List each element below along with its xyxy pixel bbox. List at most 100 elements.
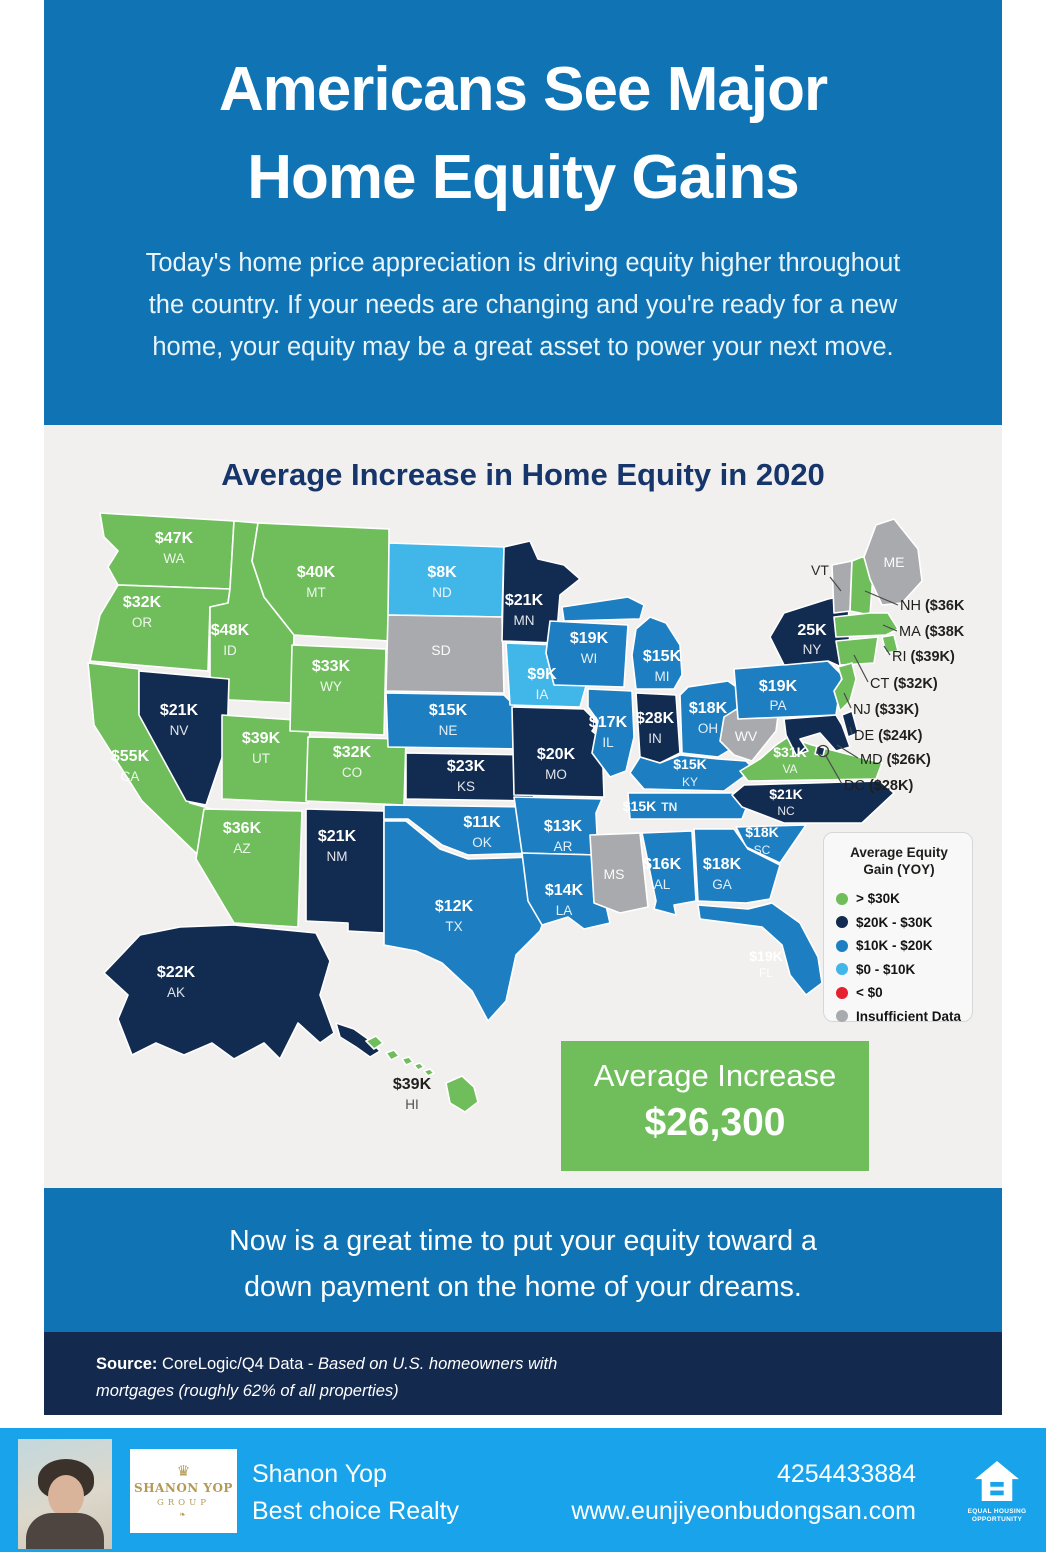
state-wi bbox=[545, 620, 629, 688]
agent-footer: ♛ SHANON YOP GROUP ❧﻿ Shanon Yop Best ch… bbox=[0, 1428, 1046, 1552]
state-ma bbox=[833, 612, 899, 638]
ma-leader-line bbox=[882, 624, 898, 632]
label-il-value: $17K bbox=[589, 714, 628, 731]
state-wy bbox=[289, 644, 387, 736]
label-wv: WV bbox=[735, 728, 758, 744]
agent-photo-face bbox=[48, 1475, 84, 1517]
callout-de-value: ($24K) bbox=[878, 728, 922, 744]
label-wy-value: $33K bbox=[312, 658, 351, 675]
state-ak bbox=[103, 924, 335, 1060]
label-nv-value: $21K bbox=[160, 702, 199, 719]
nj-leader-line bbox=[843, 692, 852, 709]
main-title-line1: Americans See Major bbox=[218, 55, 828, 124]
label-in-value: $28K bbox=[636, 710, 675, 727]
vt-leader-line bbox=[829, 576, 842, 592]
label-ny-value: 25K bbox=[797, 622, 827, 639]
callout-ma: MA($38K) bbox=[899, 624, 964, 640]
label-ca-abbr: CA bbox=[121, 769, 140, 784]
state-sd bbox=[385, 614, 505, 694]
state-ct bbox=[835, 636, 879, 666]
label-mi-abbr: MI bbox=[655, 669, 670, 684]
state-mn bbox=[501, 540, 581, 644]
label-sc-value: $18K bbox=[745, 824, 778, 840]
legend-item: $20K - $30K bbox=[836, 911, 962, 935]
label-ga-abbr: GA bbox=[712, 877, 732, 892]
label-al-abbr: AL bbox=[654, 877, 671, 892]
state-de bbox=[841, 710, 859, 738]
label-or-abbr: OR bbox=[132, 615, 153, 630]
callout-md: MD ($26K) bbox=[860, 752, 931, 768]
average-increase-box: Average Increase $26,300 bbox=[561, 1041, 869, 1171]
agent-photo bbox=[18, 1439, 112, 1549]
average-increase-label: Average Increase bbox=[593, 1058, 837, 1093]
legend-item-label: $0 - $10K bbox=[856, 961, 916, 977]
label-ut-value: $39K bbox=[242, 730, 281, 747]
callout-ct-abbr: CT bbox=[870, 676, 889, 692]
callout-nj: NJ ($33K) bbox=[853, 702, 919, 718]
subtitle-line3: home, your equity may be a great asset t… bbox=[152, 333, 894, 361]
callout-nh-abbr: NH bbox=[900, 598, 921, 614]
state-dc bbox=[814, 745, 826, 757]
label-sc-abbr: SC bbox=[754, 843, 771, 857]
legend-item-label: Insufficient Data bbox=[856, 1008, 962, 1024]
callout-ma-value: ($38K) bbox=[925, 624, 964, 640]
label-nv-abbr: NV bbox=[170, 723, 189, 738]
label-nc-abbr: NC bbox=[777, 804, 795, 818]
state-me bbox=[863, 518, 923, 606]
map-title: Average Increase in Home Equity in 2020 bbox=[221, 457, 825, 492]
label-ne-abbr: NE bbox=[439, 723, 458, 738]
legend-dot-3 bbox=[836, 963, 848, 976]
label-sd: SD bbox=[431, 642, 450, 658]
label-mt-value: $40K bbox=[297, 564, 336, 581]
agent-name: Shanon Yop bbox=[252, 1460, 387, 1488]
label-ar-value: $13K bbox=[544, 818, 583, 835]
legend-title-line2: Gain (YOY) bbox=[863, 862, 935, 877]
label-mn-value: $21K bbox=[505, 592, 544, 609]
label-va-value: $31K bbox=[773, 744, 806, 760]
label-il-abbr: IL bbox=[602, 735, 614, 750]
state-va bbox=[739, 736, 883, 782]
label-nd-value: $8K bbox=[427, 564, 457, 581]
ri-leader-line bbox=[883, 645, 891, 656]
map-legend: Average Equity Gain (YOY) > $30K $20K - … bbox=[823, 832, 973, 1024]
state-ms bbox=[589, 832, 649, 914]
label-fl-abbr: FL bbox=[759, 966, 773, 980]
callout-nj-abbr: NJ bbox=[853, 702, 871, 718]
de-leader-line bbox=[849, 726, 853, 735]
label-ut-abbr: UT bbox=[252, 751, 270, 766]
main-title: Americans See Major Home Equity Gains bbox=[44, 0, 1002, 222]
source-prefix: CoreLogic/Q4 Data - bbox=[157, 1355, 318, 1373]
label-mo-abbr: MO bbox=[545, 767, 567, 782]
logo-name: SHANON YOP bbox=[134, 1480, 233, 1495]
label-fl-value: $19K bbox=[749, 948, 782, 964]
state-in bbox=[635, 692, 681, 764]
callout-ri: RI ($39K) bbox=[892, 649, 955, 665]
dc-ring-icon bbox=[816, 744, 830, 758]
state-md bbox=[783, 714, 851, 756]
label-or-value: $32K bbox=[123, 594, 162, 611]
callout-ct-value: ($32K) bbox=[893, 676, 937, 692]
average-increase-value: $26,300 bbox=[644, 1101, 786, 1144]
legend-dot-0 bbox=[836, 892, 848, 905]
logo-flourish-icon: ❧ bbox=[179, 1509, 188, 1519]
header-banner: Americans See Major Home Equity Gains To… bbox=[44, 0, 1002, 425]
equal-housing-caption: EQUAL HOUSING OPPORTUNITY bbox=[961, 1508, 1033, 1523]
label-id-abbr: ID bbox=[223, 643, 237, 658]
agent-contact: 4254433884 www.eunjiyeonbudongsan.com bbox=[571, 1456, 916, 1530]
agent-website: www.eunjiyeonbudongsan.com bbox=[571, 1497, 916, 1525]
callout-md-value: ($26K) bbox=[887, 752, 931, 768]
cta-line2: down payment on the home of your dreams. bbox=[244, 1271, 802, 1303]
label-id-value: $48K bbox=[211, 622, 250, 639]
callout-dc-value: ($28K) bbox=[869, 778, 913, 794]
legend-item: $0 - $10K bbox=[836, 958, 962, 982]
label-tx-abbr: TX bbox=[445, 919, 462, 934]
legend-item: $10K - $20K bbox=[836, 934, 962, 958]
callout-de: DE ($24K) bbox=[854, 728, 923, 744]
equal-housing-icon bbox=[975, 1460, 1019, 1502]
state-hi-island4 bbox=[413, 1062, 425, 1071]
label-wy-abbr: WY bbox=[320, 679, 342, 694]
state-mt bbox=[251, 522, 390, 642]
state-nv bbox=[138, 670, 230, 806]
source-note: Based on U.S. homeowners with mortgages … bbox=[96, 1355, 558, 1400]
legend-title-line1: Average Equity bbox=[850, 845, 948, 860]
